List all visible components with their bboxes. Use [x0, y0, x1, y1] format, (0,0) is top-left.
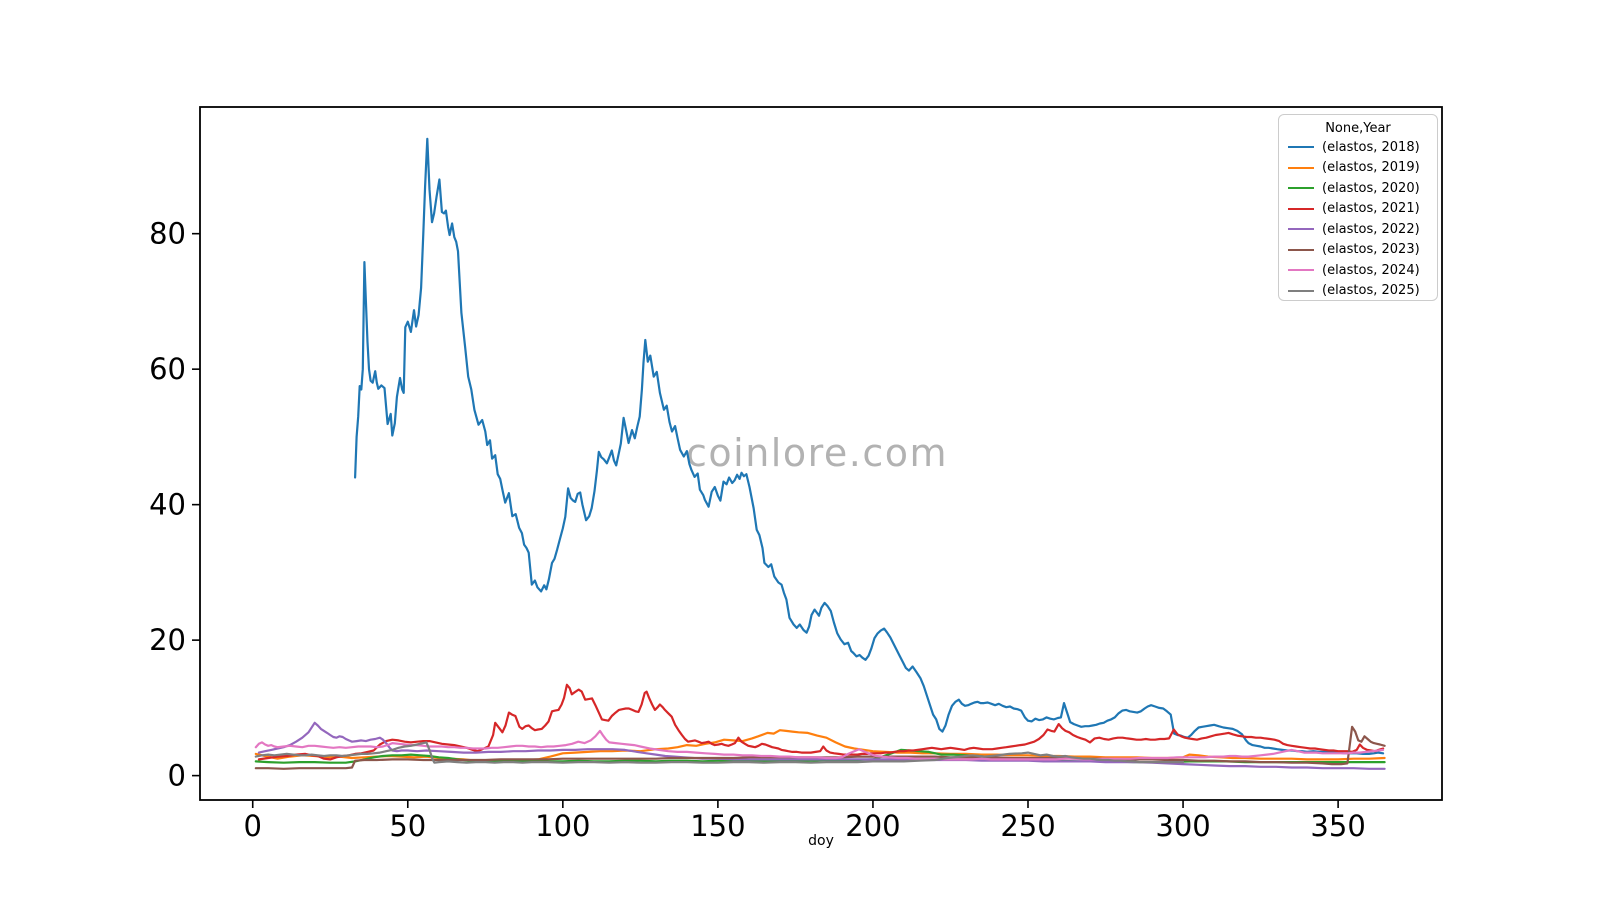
- watermark-text: coinlore.com: [686, 431, 948, 475]
- legend-line-swatch-2023: [1288, 248, 1314, 251]
- legend-item-2025: (elastos, 2025): [1279, 281, 1437, 302]
- legend-label-2018: (elastos, 2018): [1322, 139, 1420, 155]
- y-tick-label: 20: [149, 623, 186, 657]
- legend-item-2019: (elastos, 2019): [1279, 158, 1437, 179]
- series-line-2022: [257, 721, 1386, 770]
- legend-label-2024: (elastos, 2024): [1322, 262, 1420, 278]
- axes-layer: 0 50 100 150 200 250 300 350 0 20 40 60 80: [149, 106, 1443, 843]
- plot-frame: [199, 106, 1443, 801]
- y-tick-label: 0: [168, 759, 186, 793]
- legend-label-2020: (elastos, 2020): [1322, 180, 1420, 196]
- x-tick-label: 100: [535, 809, 590, 843]
- legend-line-swatch-2020: [1288, 187, 1314, 190]
- x-tick-label: 300: [1155, 809, 1210, 843]
- legend-item-2023: (elastos, 2023): [1279, 240, 1437, 261]
- x-axis-label: doy: [808, 833, 834, 849]
- series-line-2024: [254, 729, 1385, 761]
- legend-label-2022: (elastos, 2022): [1322, 221, 1420, 237]
- x-tick-label: 250: [1000, 809, 1055, 843]
- legend-item-2020: (elastos, 2020): [1279, 178, 1437, 199]
- legend-line-swatch-2022: [1288, 228, 1314, 231]
- legend-label-2019: (elastos, 2019): [1322, 160, 1420, 176]
- series-line-2021: [257, 683, 1385, 761]
- legend-item-2018: (elastos, 2018): [1279, 137, 1437, 158]
- legend-line-swatch-2019: [1288, 166, 1314, 169]
- y-tick-label: 40: [149, 488, 186, 522]
- legend-line-swatch-2021: [1288, 207, 1314, 210]
- legend-line-swatch-2025: [1288, 289, 1314, 292]
- legend-item-2021: (elastos, 2021): [1279, 199, 1437, 220]
- legend-line-swatch-2024: [1288, 269, 1314, 272]
- legend-title: None,Year: [1325, 121, 1391, 136]
- y-tick-label: 80: [149, 217, 186, 251]
- series-line-2018: [354, 137, 1385, 756]
- legend-label-2025: (elastos, 2025): [1322, 283, 1420, 299]
- legend-item-2024: (elastos, 2024): [1279, 260, 1437, 281]
- legend-label-2021: (elastos, 2021): [1322, 201, 1420, 217]
- series-line-2025: [254, 741, 1185, 764]
- y-tick-label: 60: [149, 352, 186, 386]
- x-tick-label: 150: [690, 809, 745, 843]
- legend-item-2022: (elastos, 2022): [1279, 219, 1437, 240]
- legend-label-2023: (elastos, 2023): [1322, 242, 1420, 258]
- x-tick-label: 200: [845, 809, 900, 843]
- legend-box: None,Year (elastos, 2018) (elastos, 2019)…: [1278, 114, 1438, 301]
- x-tick-label: 350: [1310, 809, 1365, 843]
- series-layer: [254, 137, 1386, 770]
- legend-items: (elastos, 2018) (elastos, 2019) (elastos, …: [1279, 137, 1437, 301]
- x-tick-label: 0: [243, 809, 261, 843]
- legend-line-swatch-2018: [1288, 146, 1314, 149]
- x-tick-label: 50: [389, 809, 426, 843]
